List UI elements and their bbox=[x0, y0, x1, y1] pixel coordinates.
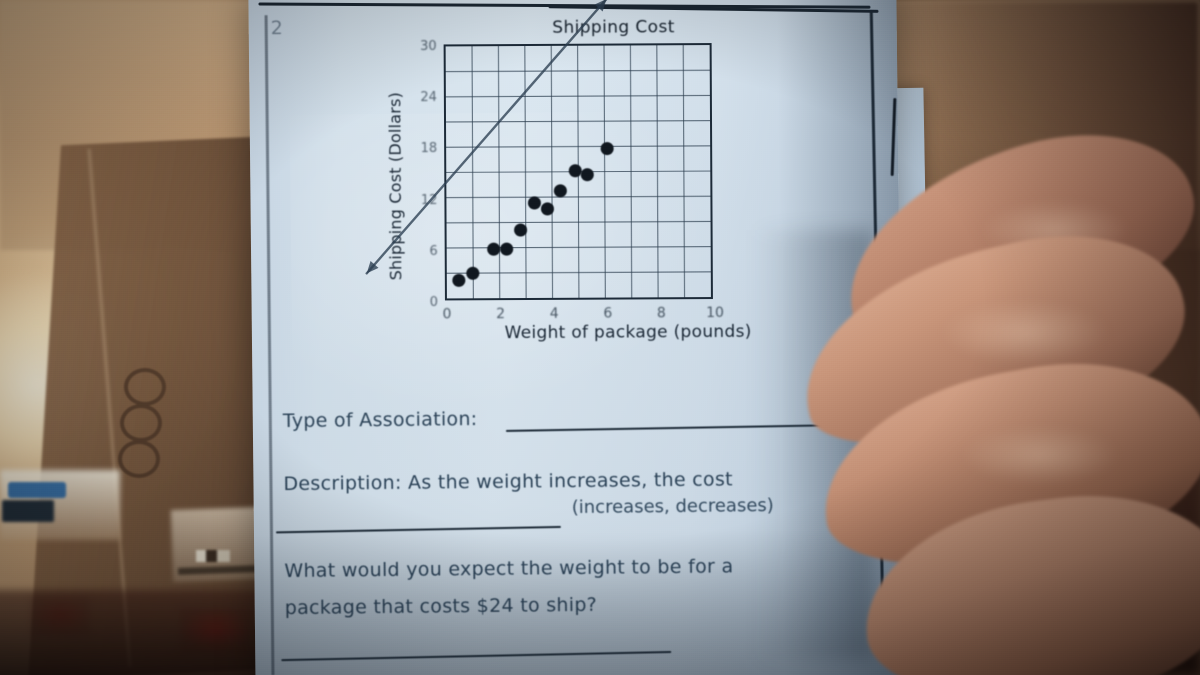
wall-decor bbox=[118, 368, 166, 498]
x-tick-label: 0 bbox=[442, 306, 452, 323]
y-tick-label: 12 bbox=[420, 192, 438, 208]
worksheet-border-right bbox=[869, 10, 886, 651]
chart-title: Shipping Cost bbox=[552, 17, 675, 38]
data-point bbox=[553, 184, 567, 198]
question-2-hint: (increases, decreases) bbox=[571, 494, 774, 519]
x-tick-label: 2 bbox=[496, 306, 506, 323]
data-point bbox=[452, 273, 466, 287]
problem-number: 2 bbox=[270, 17, 283, 40]
x-axis-label: Weight of package (pounds) bbox=[504, 321, 752, 344]
data-point bbox=[487, 242, 501, 256]
worksheet-border-left bbox=[264, 15, 274, 675]
blue-object bbox=[8, 482, 66, 498]
x-tick-label: 8 bbox=[656, 305, 666, 322]
y-tick-label: 24 bbox=[420, 90, 437, 106]
worksheet-paper: 2 Shipping Cost Shipping Cost (Dollars) … bbox=[248, 0, 904, 675]
data-point bbox=[465, 266, 479, 280]
y-tick-label: 6 bbox=[429, 243, 438, 259]
x-tick-label: 6 bbox=[603, 305, 613, 322]
scatter-chart: Shipping Cost Shipping Cost (Dollars) We… bbox=[365, 0, 863, 359]
data-point bbox=[500, 242, 514, 256]
question-2-answer-blank[interactable] bbox=[275, 525, 561, 534]
dark-object bbox=[2, 500, 54, 522]
data-point bbox=[568, 164, 582, 178]
y-tick-label: 18 bbox=[420, 141, 438, 157]
data-point bbox=[528, 196, 542, 210]
y-tick-label: 30 bbox=[420, 38, 437, 55]
x-tick-label: 10 bbox=[706, 304, 724, 322]
y-axis-label: Shipping Cost (Dollars) bbox=[385, 91, 406, 281]
x-tick-label: 4 bbox=[549, 305, 559, 322]
couch-pattern bbox=[990, 500, 1170, 620]
question-1-label: Type of Association: bbox=[282, 408, 478, 433]
question-3-answer-blank[interactable] bbox=[281, 650, 672, 662]
data-point bbox=[513, 223, 527, 237]
shelf-items bbox=[196, 550, 230, 562]
question-3-label-line2: package that costs $24 to ship? bbox=[284, 593, 598, 620]
data-point bbox=[580, 168, 594, 182]
question-3-label-line1: What would you expect the weight to be f… bbox=[284, 555, 734, 583]
data-point bbox=[600, 142, 614, 156]
question-2-label: Description: As the weight increases, th… bbox=[283, 468, 733, 496]
plot-area: 0 6 12 18 24 30 0 2 4 6 8 10 bbox=[420, 39, 724, 322]
y-tick-label: 0 bbox=[429, 294, 438, 311]
data-point bbox=[540, 202, 554, 216]
question-1-answer-blank[interactable] bbox=[505, 423, 851, 433]
